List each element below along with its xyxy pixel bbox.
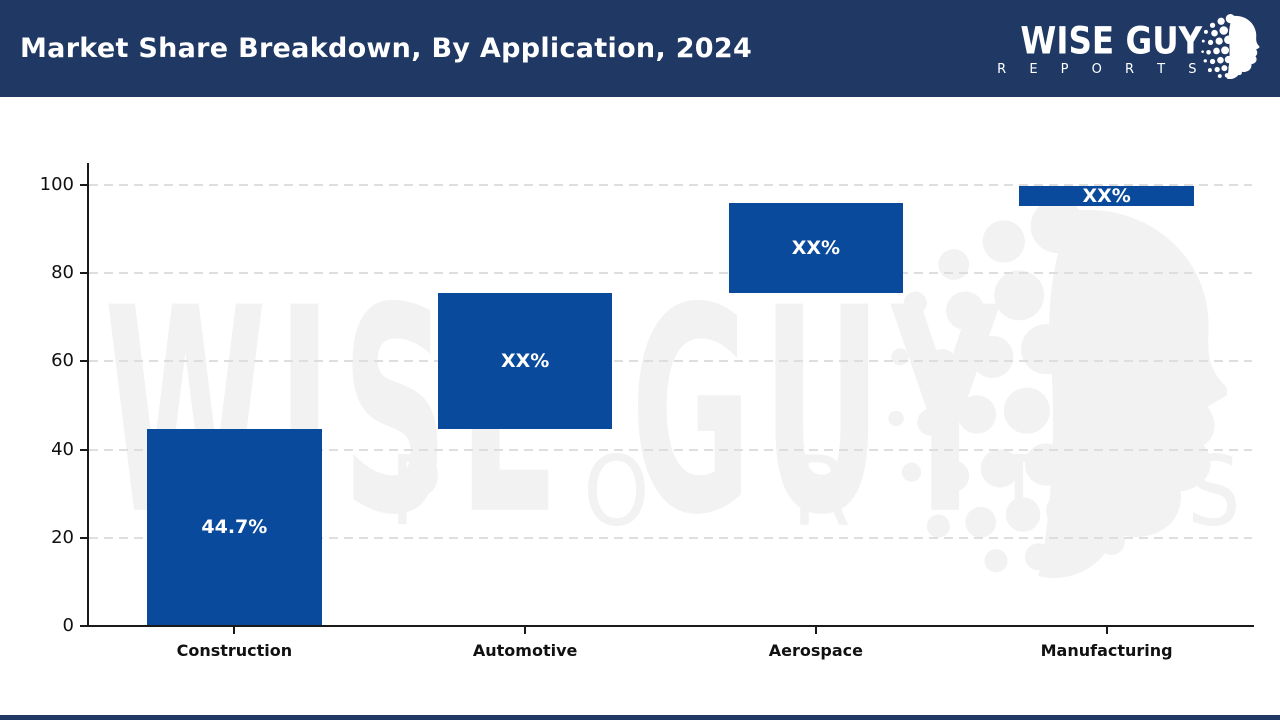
x-tick-mark-construction [233,627,236,634]
y-tick-mark-0 [80,625,88,627]
y-tick-label-80: 80 [51,262,74,284]
header: Market Share Breakdown, By Application, … [0,0,1280,97]
y-tick-mark-40 [80,448,88,451]
gridline-40 [89,448,1252,451]
logo-wordmark: WISE GUY [1020,18,1203,62]
x-category-label-aerospace: Aerospace [768,641,863,660]
y-axis-line [87,163,89,626]
logo-subtext: R E P O R T S [997,61,1206,77]
bar-value-label: 44.7% [201,516,268,539]
gridline-60 [89,360,1252,363]
x-category-label-manufacturing: Manufacturing [1040,641,1173,660]
logo-head-icon [1201,13,1260,79]
bar-value-label: XX% [500,349,550,372]
y-tick-mark-20 [80,536,88,539]
y-tick-label-20: 20 [51,526,74,548]
y-tick-label-0: 0 [62,615,74,636]
y-tick-label-60: 60 [51,350,74,372]
bar-aerospace: XX% [728,203,904,294]
y-tick-mark-80 [80,272,88,275]
bar-automotive: XX% [437,293,613,429]
y-tick-mark-60 [80,360,88,363]
bar-value-label: XX% [791,237,841,260]
x-tick-mark-automotive [524,627,527,634]
bar-value-label: XX% [1082,184,1131,207]
x-tick-mark-manufacturing [1105,627,1108,634]
chart-area: WISE GUY P O R T S 44.7% XX% XX% XX% 0 20 40 6… [0,97,1280,715]
page-title: Market Share Breakdown, By Application, … [20,33,753,64]
plot-area: 44.7% XX% XX% XX% [89,163,1252,626]
y-tick-mark-100 [80,184,88,187]
gridline-100 [89,184,1252,187]
x-axis-line [87,625,1254,627]
logo-text: WISE GUY R E P O R T S [991,18,1206,77]
y-tick-label-100: 100 [39,174,74,196]
bar-manufacturing: XX% [1019,184,1194,207]
x-tick-mark-aerospace [814,627,817,634]
x-category-label-construction: Construction [176,641,293,660]
gridline-20 [89,536,1252,539]
wise-guy-logo: WISE GUY R E P O R T S [991,13,1266,85]
bar-construction: 44.7% [147,428,322,626]
x-category-label-automotive: Automotive [472,641,578,660]
footer-bar [0,715,1280,720]
gridline-80 [89,272,1252,275]
y-tick-label-40: 40 [51,438,74,460]
